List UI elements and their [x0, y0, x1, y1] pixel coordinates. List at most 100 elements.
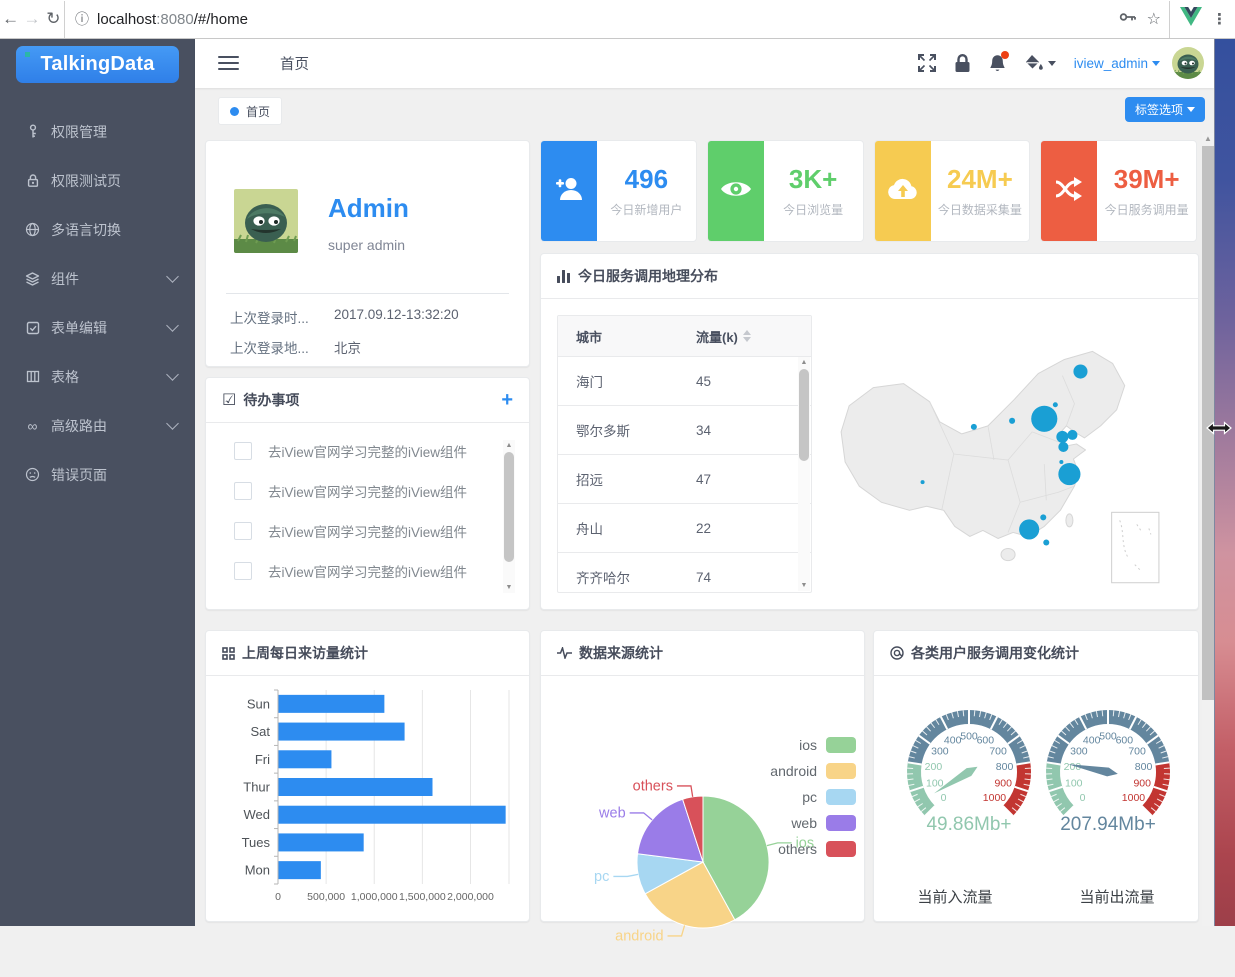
app-logo[interactable]: TalkingData	[16, 46, 179, 83]
legend-label: web	[791, 815, 817, 831]
sidebar-item-1[interactable]: 权限管理	[0, 107, 195, 156]
todo-item-checkbox[interactable]	[234, 562, 252, 580]
gauge-titles: 当前入流量当前出流量	[874, 886, 1198, 907]
svg-text:Wed: Wed	[244, 807, 271, 822]
fullscreen-icon[interactable]	[918, 54, 936, 72]
svg-text:android: android	[615, 928, 663, 944]
legend-item-android[interactable]: android	[770, 763, 856, 779]
cell-traffic: 22	[696, 521, 711, 536]
svg-text:100: 100	[1065, 778, 1083, 790]
tag-options-caret-icon	[1187, 107, 1195, 112]
info-card-value: 24M+	[947, 164, 1013, 195]
info-card-main: 3K+今日浏览量	[764, 141, 863, 241]
vue-devtools-icon[interactable]	[1180, 7, 1202, 31]
browser-back-icon[interactable]: ←	[0, 9, 21, 29]
todo-item: 去iView官网学习完整的iView组件	[222, 431, 513, 471]
user-role: super admin	[328, 237, 405, 253]
card-title: 待办事项	[243, 390, 501, 410]
user-caret-icon	[1152, 61, 1160, 66]
notification-bell-icon[interactable]	[989, 54, 1006, 73]
sidebar-item-3[interactable]: 多语言切换	[0, 205, 195, 254]
todo-item-checkbox[interactable]	[234, 482, 252, 500]
info-card-value: 496	[625, 164, 668, 195]
sidebar-item-4[interactable]: 组件	[0, 254, 195, 303]
gauge-title: 当前入流量	[874, 886, 1036, 907]
sidebar: TalkingData 权限管理权限测试页多语言切换组件表单编辑表格∞高级路由错…	[0, 38, 195, 926]
cloud-upload-icon	[887, 177, 919, 206]
browser-menu-icon[interactable]: ⋮	[1212, 10, 1227, 28]
browser-address-bar[interactable]: ⓘ localhost:8080/#/home ☆	[64, 1, 1170, 38]
table-scrollbar[interactable]: ▲ ▼	[798, 357, 810, 591]
info-card-main: 39M+今日服务调用量	[1097, 141, 1196, 241]
svg-text:others: others	[633, 778, 673, 794]
password-key-icon[interactable]	[1119, 10, 1137, 28]
column-header-traffic: 流量(k)	[696, 327, 751, 346]
svg-text:700: 700	[989, 745, 1007, 757]
todo-checkbox-icon: ☑	[222, 390, 236, 410]
bookmark-star-icon[interactable]: ☆	[1147, 9, 1161, 29]
svg-text:500: 500	[960, 731, 978, 743]
username-text: iview_admin	[1074, 56, 1148, 71]
sidebar-item-6[interactable]: 表格	[0, 352, 195, 401]
tag-bar: 首页 标签选项	[195, 88, 1214, 133]
cell-city: 鄂尔多斯	[558, 420, 696, 440]
sidebar-item-2[interactable]: 权限测试页	[0, 156, 195, 205]
legend-item-ios[interactable]: ios	[770, 737, 856, 753]
sort-icon[interactable]	[743, 330, 751, 342]
card-title: 上周每日来访量统计	[242, 643, 513, 663]
svg-text:900: 900	[994, 778, 1012, 790]
sidebar-item-7[interactable]: ∞高级路由	[0, 401, 195, 450]
form-check-icon	[24, 319, 41, 336]
browser-reload-icon[interactable]: ↻	[43, 9, 64, 29]
todo-scrollbar[interactable]: ▲ ▼	[503, 440, 515, 593]
browser-forward-icon[interactable]: →	[21, 9, 42, 29]
app-header: 首页 iview_adm	[195, 38, 1214, 88]
column-header-city: 城市	[558, 327, 696, 346]
todo-item-checkbox[interactable]	[234, 522, 252, 540]
info-card-main: 24M+今日数据采集量	[931, 141, 1030, 241]
notification-badge	[1001, 51, 1009, 59]
tab-home[interactable]: 首页	[218, 97, 282, 125]
add-todo-button[interactable]: +	[501, 390, 513, 410]
svg-text:100: 100	[926, 778, 944, 790]
sidebar-item-label: 错误页面	[51, 465, 177, 485]
legend-label: others	[778, 841, 817, 857]
theme-bucket-icon[interactable]	[1024, 54, 1056, 72]
card-title: 数据来源统计	[579, 643, 848, 663]
at-spiral-icon	[890, 646, 904, 660]
sidebar-item-label: 组件	[51, 269, 168, 289]
keypad-icon	[222, 647, 235, 660]
legend-item-others[interactable]: others	[770, 841, 856, 857]
tag-options-button[interactable]: 标签选项	[1125, 97, 1205, 122]
legend-item-pc[interactable]: pc	[770, 789, 856, 805]
user-menu[interactable]: iview_admin	[1074, 56, 1160, 71]
url-text: localhost:8080/#/home	[97, 11, 1119, 28]
pie-legend: ios android pc web others	[770, 737, 856, 867]
svg-text:0: 0	[941, 792, 947, 804]
todo-item-checkbox[interactable]	[234, 442, 252, 460]
theme-caret-icon	[1048, 61, 1056, 66]
legend-item-web[interactable]: web	[770, 815, 856, 831]
info-card-3: 24M+今日数据采集量	[874, 140, 1031, 242]
sidebar-item-8[interactable]: 错误页面	[0, 450, 195, 499]
cell-traffic: 47	[696, 472, 711, 487]
page-info-icon[interactable]: ⓘ	[75, 9, 89, 29]
table-header: 城市 流量(k)	[558, 316, 811, 357]
svg-text:900: 900	[1133, 778, 1151, 790]
scrollbar-up-arrow-icon[interactable]: ▲	[1202, 134, 1214, 143]
avatar[interactable]	[1172, 47, 1204, 79]
svg-text:web: web	[598, 805, 626, 821]
page-scrollbar[interactable]: ▲	[1202, 133, 1214, 926]
lock-screen-icon[interactable]	[954, 54, 971, 73]
sidebar-toggle-icon[interactable]	[218, 52, 239, 74]
sidebar-item-label: 表单编辑	[51, 318, 168, 338]
sidebar-item-5[interactable]: 表单编辑	[0, 303, 195, 352]
